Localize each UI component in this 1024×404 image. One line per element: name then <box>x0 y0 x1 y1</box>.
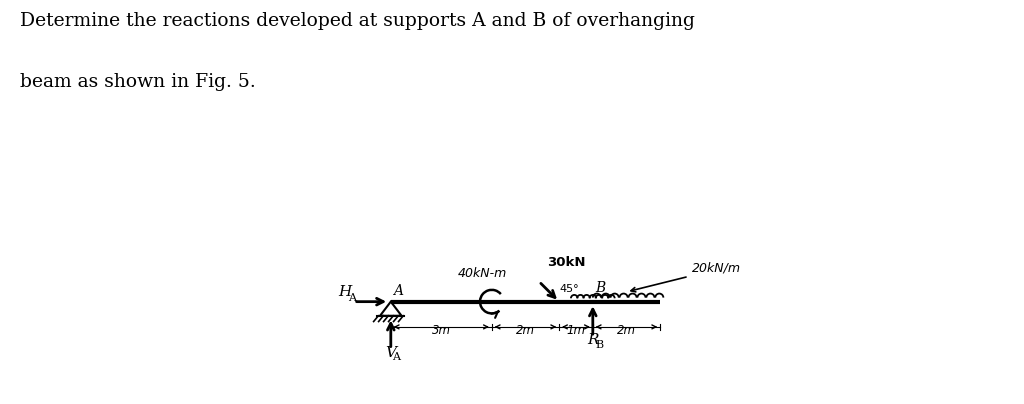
Text: 30kN: 30kN <box>548 256 586 269</box>
Text: A: A <box>348 293 355 303</box>
Text: V: V <box>385 346 395 360</box>
Text: Determine the reactions developed at supports A and B of overhanging: Determine the reactions developed at sup… <box>20 12 695 30</box>
Text: H: H <box>339 284 352 299</box>
Text: 20kN/m: 20kN/m <box>692 261 741 274</box>
Text: B: B <box>595 281 605 295</box>
Text: B: B <box>596 340 603 350</box>
Text: beam as shown in Fig. 5.: beam as shown in Fig. 5. <box>20 73 256 91</box>
Text: 2m: 2m <box>516 324 535 337</box>
Text: R: R <box>587 333 598 347</box>
Text: 40kN-m: 40kN-m <box>458 267 507 280</box>
Text: A: A <box>393 284 402 298</box>
Text: 1m: 1m <box>566 324 586 337</box>
Text: 45°: 45° <box>560 284 580 294</box>
Text: A: A <box>392 352 400 362</box>
Text: 2m: 2m <box>617 324 636 337</box>
Text: 3m: 3m <box>432 324 451 337</box>
